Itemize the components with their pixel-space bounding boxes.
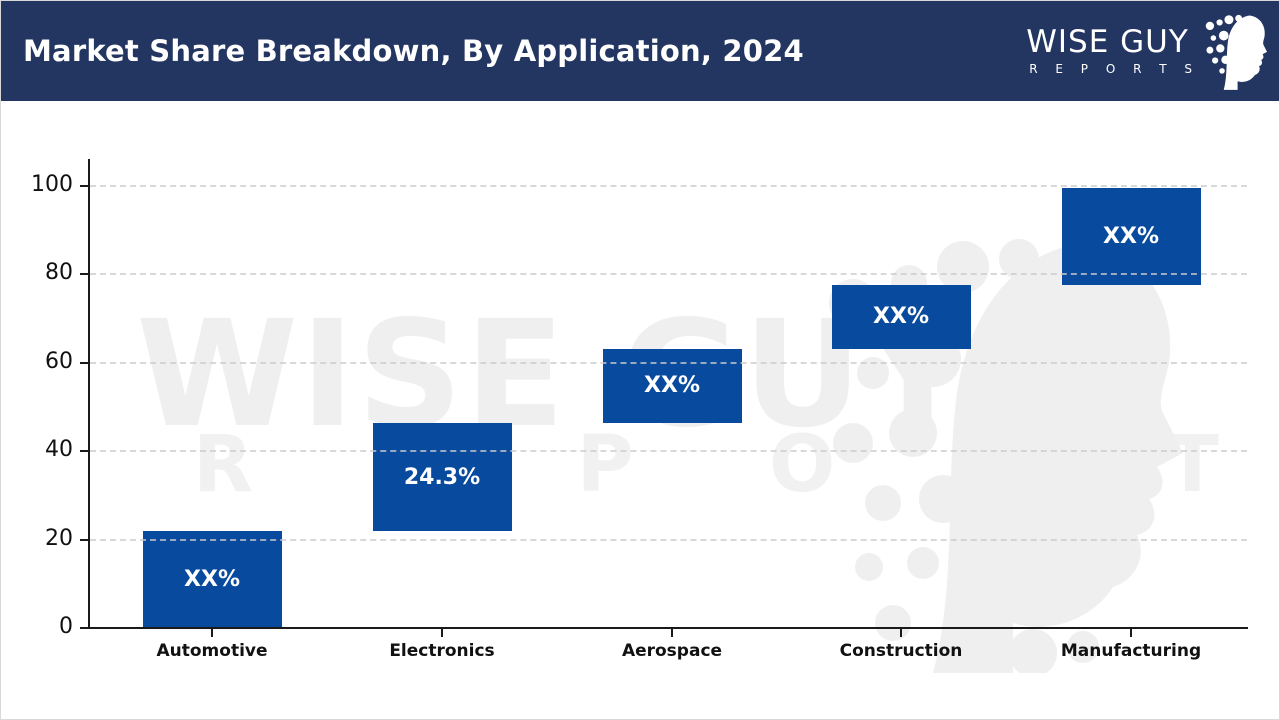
x-axis-category-label: Manufacturing [1060,641,1202,661]
header-bar: Market Share Breakdown, By Application, … [1,1,1279,101]
x-axis-line [88,627,1248,629]
bar-value-label: XX% [1103,223,1159,249]
bar-segment: XX% [142,530,282,628]
brand-logo-text: WISE GUY R E P O R T S [1026,23,1199,76]
y-tick [80,450,89,453]
x-axis-category-label: Construction [839,641,963,661]
x-tick [671,629,673,637]
y-tick [80,361,89,364]
bar-segment: XX% [831,284,971,349]
y-tick-label: 80 [45,260,73,286]
y-tick [80,273,89,276]
brand-subname: R E P O R T S [1029,61,1199,76]
bar-value-label: XX% [644,373,700,399]
y-axis-line [88,159,90,629]
bar-value-label: XX% [184,566,240,592]
bar-value-label: XX% [873,304,929,330]
y-tick [80,627,89,629]
brand-logo: WISE GUY R E P O R T S [1017,9,1267,93]
watermark-head-graphic [829,239,1183,673]
bar-segment: XX% [602,348,742,424]
gridline [90,538,1247,541]
gridline [90,273,1247,276]
y-tick-label: 40 [45,437,73,463]
y-tick-label: 100 [31,172,73,197]
bar-segment: 24.3% [372,423,512,531]
x-axis-category-label: Aerospace [621,641,723,661]
y-tick-label: 0 [59,614,73,639]
bar-value-label: 24.3% [403,464,481,490]
bar-segment: XX% [1061,187,1201,285]
x-tick [1130,629,1132,637]
y-tick [80,538,89,541]
gridline [90,185,1247,187]
x-tick [900,629,902,637]
gridline [90,450,1247,453]
gridline [90,361,1247,364]
x-axis-category-label: Electronics [389,641,495,661]
y-tick-label: 60 [45,348,73,374]
brand-head-icon [1205,14,1267,90]
x-tick [211,629,213,637]
y-tick [80,185,89,187]
brand-name: WISE GUY [1026,23,1189,60]
x-axis-category-label: Automotive [156,641,268,661]
y-tick-label: 20 [45,525,73,551]
x-tick [441,629,443,637]
page-title: Market Share Breakdown, By Application, … [23,34,804,68]
